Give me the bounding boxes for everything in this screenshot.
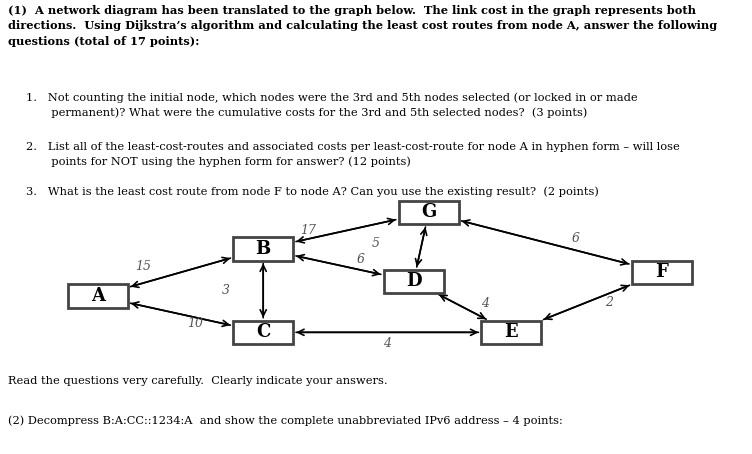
Text: 5: 5 bbox=[372, 237, 380, 250]
Text: 10: 10 bbox=[187, 317, 204, 330]
Text: Read the questions very carefully.  Clearly indicate your answers.: Read the questions very carefully. Clear… bbox=[8, 376, 387, 386]
Text: (2) Decompress B:A:CC::1234:A  and show the complete unabbreviated IPv6 address : (2) Decompress B:A:CC::1234:A and show t… bbox=[8, 415, 562, 426]
Text: B: B bbox=[256, 240, 271, 258]
Text: C: C bbox=[256, 323, 271, 341]
Text: 6: 6 bbox=[572, 232, 579, 245]
Text: 3: 3 bbox=[222, 284, 229, 297]
FancyBboxPatch shape bbox=[68, 284, 128, 308]
Text: 15: 15 bbox=[135, 261, 151, 273]
Text: 3.   What is the least cost route from node F to node A? Can you use the existin: 3. What is the least cost route from nod… bbox=[26, 186, 599, 197]
Text: (1)  A network diagram has been translated to the graph below.  The link cost in: (1) A network diagram has been translate… bbox=[8, 5, 717, 47]
Text: 2: 2 bbox=[605, 296, 613, 309]
FancyBboxPatch shape bbox=[399, 201, 459, 224]
FancyBboxPatch shape bbox=[632, 261, 692, 284]
Text: E: E bbox=[505, 323, 518, 341]
Text: 4: 4 bbox=[481, 297, 489, 310]
Text: F: F bbox=[655, 263, 669, 281]
Text: D: D bbox=[406, 272, 421, 291]
FancyBboxPatch shape bbox=[233, 321, 293, 344]
Text: 17: 17 bbox=[300, 224, 317, 237]
Text: G: G bbox=[421, 203, 436, 222]
Text: 1.   Not counting the initial node, which nodes were the 3rd and 5th nodes selec: 1. Not counting the initial node, which … bbox=[26, 93, 638, 118]
FancyBboxPatch shape bbox=[233, 237, 293, 261]
FancyBboxPatch shape bbox=[481, 321, 541, 344]
Text: A: A bbox=[91, 287, 105, 305]
Text: 2.   List all of the least-cost-routes and associated costs per least-cost-route: 2. List all of the least-cost-routes and… bbox=[26, 143, 680, 167]
FancyBboxPatch shape bbox=[384, 270, 444, 293]
Text: 6: 6 bbox=[357, 253, 365, 266]
Text: 4: 4 bbox=[384, 337, 391, 350]
